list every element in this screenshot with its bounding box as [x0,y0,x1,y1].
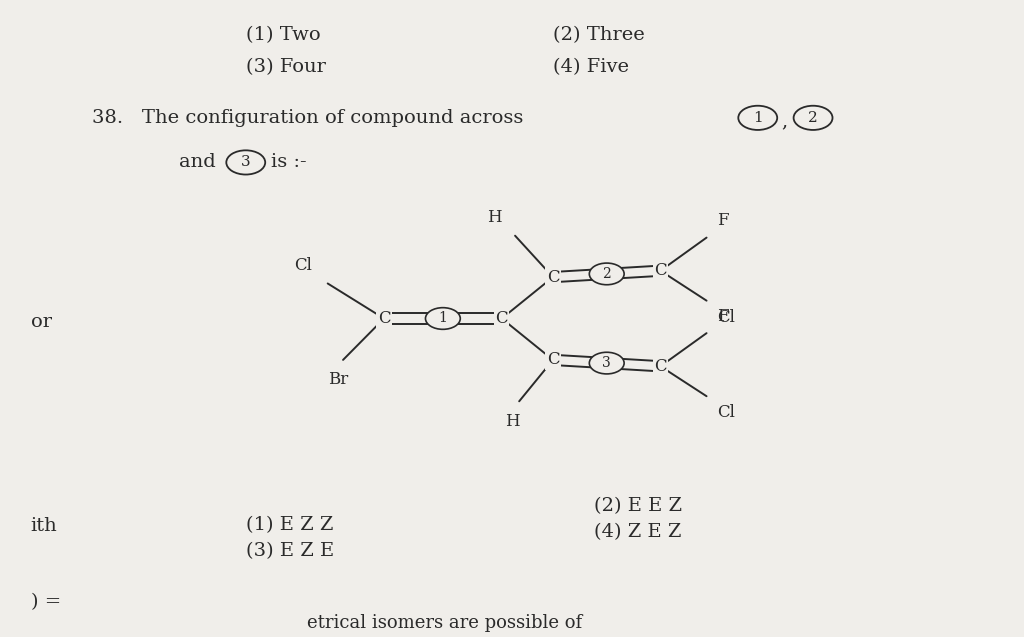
Circle shape [590,263,625,285]
Text: (4) Z E Z: (4) Z E Z [594,523,681,541]
Text: (2) E E Z: (2) E E Z [594,497,682,515]
Text: C: C [496,310,508,327]
Text: Cl: Cl [295,257,312,274]
Text: 2: 2 [808,111,818,125]
Text: H: H [505,413,519,430]
Text: H: H [487,209,502,226]
Text: Br: Br [328,371,348,389]
Text: (1) Two: (1) Two [246,26,321,44]
Text: ) =: ) = [31,593,61,611]
Text: C: C [547,352,559,368]
Text: 1: 1 [753,111,763,125]
Text: (3) Four: (3) Four [246,58,326,76]
Text: C: C [654,262,667,279]
Text: (4) Five: (4) Five [553,58,629,76]
Text: Cl: Cl [717,309,734,326]
Text: 3: 3 [602,356,611,370]
Text: 1: 1 [438,311,447,326]
Text: Cl: Cl [717,404,734,422]
Circle shape [426,308,461,329]
Text: F: F [717,212,728,229]
Text: is :-: is :- [271,154,307,171]
Text: F: F [717,308,728,325]
Circle shape [590,352,625,374]
Text: C: C [378,310,390,327]
Text: (3) E Z E: (3) E Z E [246,542,334,560]
Text: C: C [547,269,559,285]
Text: 38.   The configuration of compound across: 38. The configuration of compound across [92,109,523,127]
Text: (1) E Z Z: (1) E Z Z [246,517,333,534]
Text: 3: 3 [241,155,251,169]
Text: C: C [654,358,667,375]
Text: ,: , [781,112,787,130]
Text: or: or [31,313,52,331]
Text: etrical isomers are possible of: etrical isomers are possible of [307,614,583,632]
Text: 2: 2 [602,267,611,281]
Text: (2) Three: (2) Three [553,26,645,44]
Text: ith: ith [31,517,57,534]
Text: and: and [179,154,216,171]
